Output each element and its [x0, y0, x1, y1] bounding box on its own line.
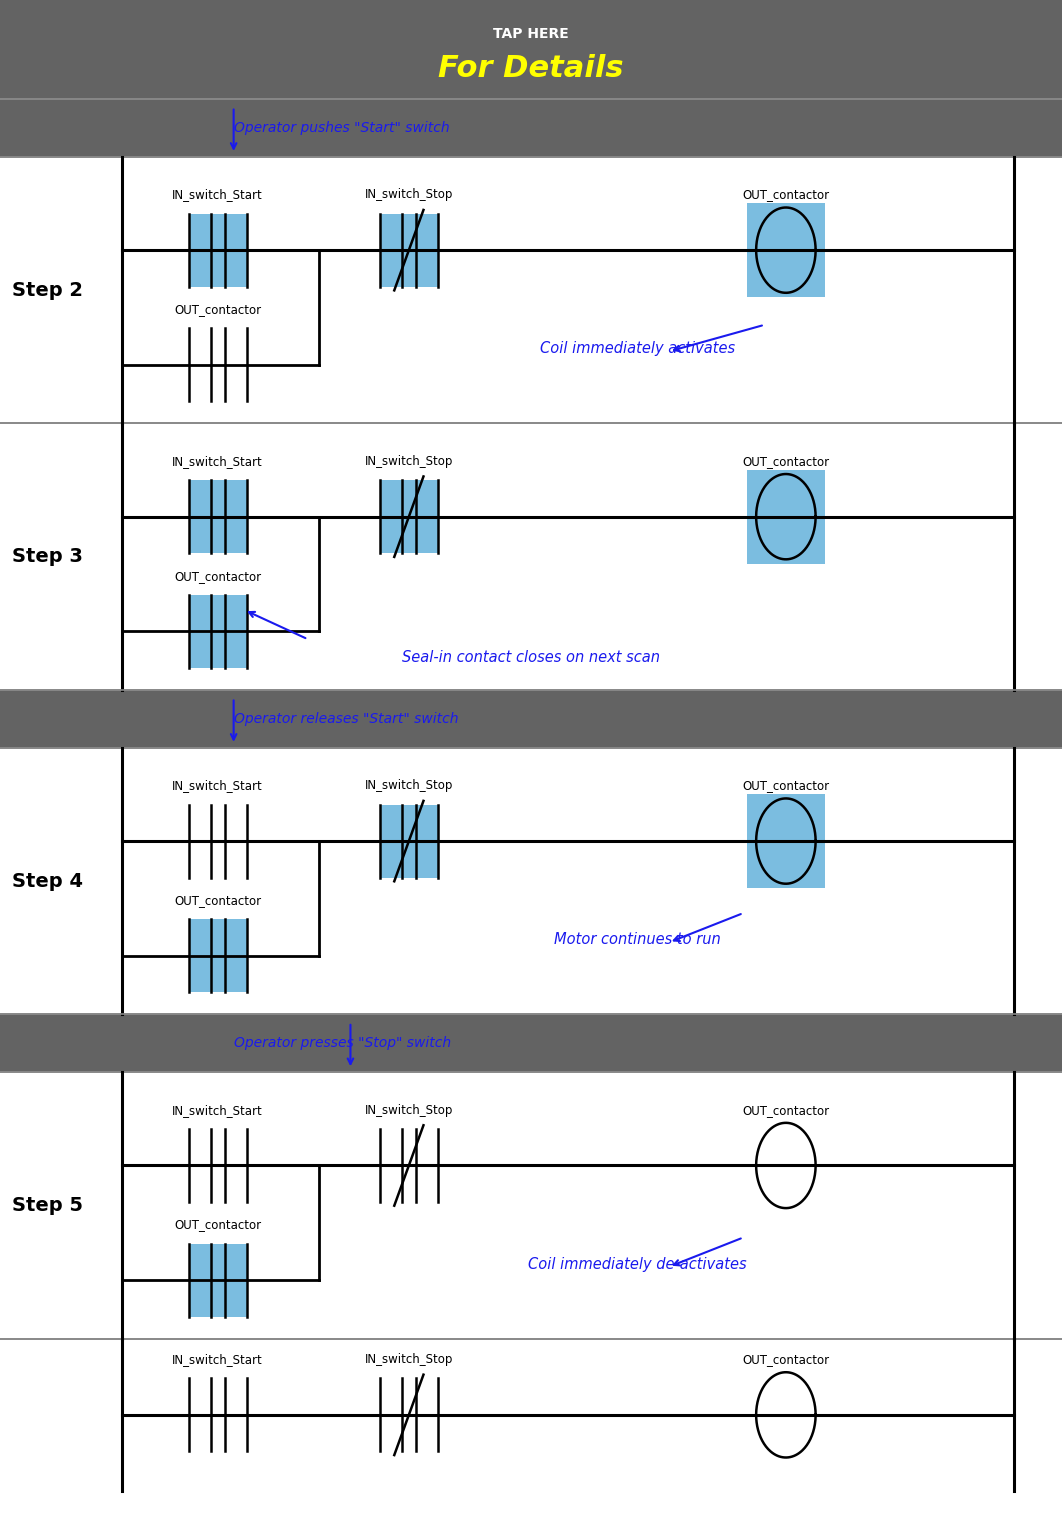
Text: OUT_contactor: OUT_contactor	[174, 1218, 261, 1231]
Text: IN_switch_Start: IN_switch_Start	[172, 1104, 263, 1116]
Bar	[379, 804, 438, 877]
Text: IN_switch_Start: IN_switch_Start	[172, 780, 263, 792]
Text: Step 5: Step 5	[13, 1196, 83, 1215]
Bar	[748, 793, 824, 888]
Bar	[748, 203, 824, 297]
Text: IN_switch_Start: IN_switch_Start	[172, 189, 263, 201]
Bar	[379, 213, 438, 286]
Bar	[0, 1072, 1062, 1339]
Bar	[0, 0, 1062, 99]
Text: Coil immediately activates: Coil immediately activates	[539, 341, 735, 356]
Bar	[0, 748, 1062, 1014]
Bar	[379, 480, 438, 553]
Bar	[189, 920, 246, 993]
Bar	[189, 213, 246, 286]
Bar	[0, 1014, 1062, 1072]
Text: OUT_contactor: OUT_contactor	[742, 1104, 829, 1116]
Text: For Details: For Details	[439, 53, 623, 84]
Bar	[0, 1339, 1062, 1491]
Text: Operator presses "Stop" switch: Operator presses "Stop" switch	[234, 1036, 450, 1051]
Text: Seal-in contact closes on next scan: Seal-in contact closes on next scan	[402, 650, 660, 666]
Text: OUT_contactor: OUT_contactor	[174, 570, 261, 583]
Text: OUT_contactor: OUT_contactor	[174, 303, 261, 317]
Bar	[0, 157, 1062, 423]
Text: Step 4: Step 4	[13, 871, 83, 891]
Text: OUT_contactor: OUT_contactor	[174, 894, 261, 908]
Text: Motor continues to run: Motor continues to run	[553, 932, 721, 947]
Text: IN_switch_Stop: IN_switch_Stop	[364, 189, 453, 201]
Bar	[748, 469, 824, 564]
Text: OUT_contactor: OUT_contactor	[742, 1352, 829, 1366]
Text: IN_switch_Stop: IN_switch_Stop	[364, 455, 453, 468]
Text: Coil immediately de-activates: Coil immediately de-activates	[528, 1256, 747, 1272]
Text: TAP HERE: TAP HERE	[493, 26, 569, 41]
Bar	[189, 1244, 246, 1316]
Text: Step 2: Step 2	[13, 280, 83, 300]
Text: IN_switch_Start: IN_switch_Start	[172, 455, 263, 468]
Bar	[189, 480, 246, 553]
Text: Step 3: Step 3	[13, 547, 83, 567]
Bar	[0, 99, 1062, 157]
Text: IN_switch_Stop: IN_switch_Stop	[364, 1352, 453, 1366]
Bar	[0, 423, 1062, 690]
Text: OUT_contactor: OUT_contactor	[742, 780, 829, 792]
Text: IN_switch_Start: IN_switch_Start	[172, 1352, 263, 1366]
Text: Operator pushes "Start" switch: Operator pushes "Start" switch	[234, 120, 449, 136]
Text: OUT_contactor: OUT_contactor	[742, 189, 829, 201]
Bar	[189, 595, 246, 669]
Text: IN_switch_Stop: IN_switch_Stop	[364, 780, 453, 792]
Text: Operator releases "Start" switch: Operator releases "Start" switch	[234, 711, 458, 726]
Text: OUT_contactor: OUT_contactor	[742, 455, 829, 468]
Text: IN_switch_Stop: IN_switch_Stop	[364, 1104, 453, 1116]
Bar	[0, 690, 1062, 748]
